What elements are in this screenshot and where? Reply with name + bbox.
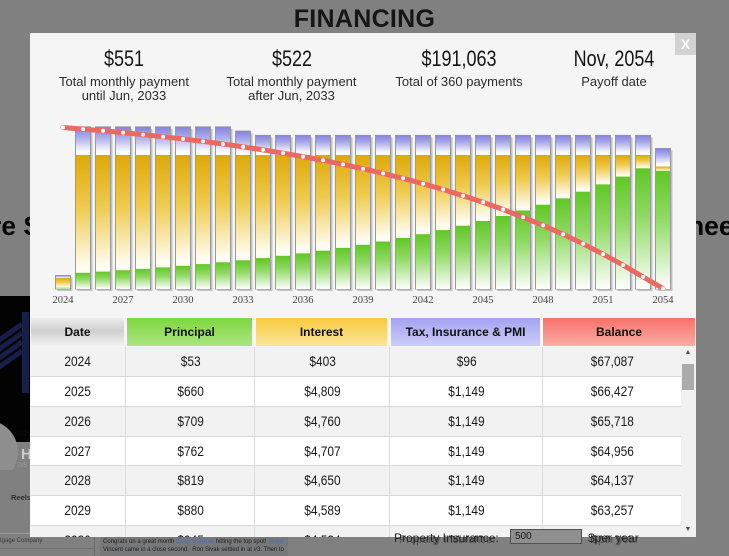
svg-text:2030: 2030 <box>173 295 194 306</box>
svg-text:2024: 2024 <box>53 295 75 306</box>
svg-text:2039: 2039 <box>353 295 374 306</box>
svg-text:2036: 2036 <box>293 295 314 306</box>
svg-text:2054: 2054 <box>653 295 675 306</box>
svg-text:2027: 2027 <box>113 295 134 306</box>
svg-text:2048: 2048 <box>533 295 554 306</box>
svg-text:2051: 2051 <box>593 295 614 306</box>
svg-text:2045: 2045 <box>473 295 494 306</box>
svg-text:2042: 2042 <box>413 295 434 306</box>
svg-text:2033: 2033 <box>233 295 254 306</box>
